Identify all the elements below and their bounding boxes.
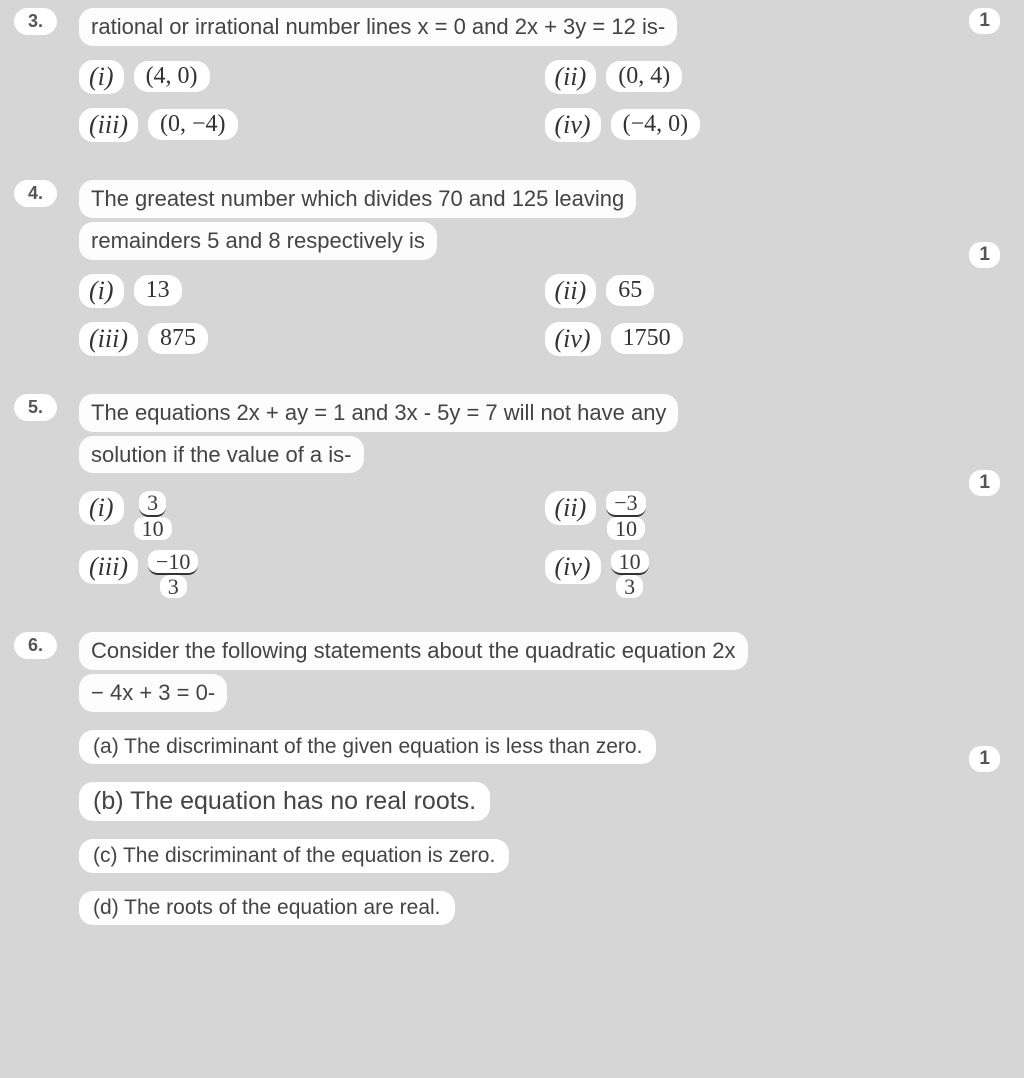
q3-options: (i) (4, 0) (ii) (0, 4) (iii) (0, −4) (iv… xyxy=(79,60,1010,156)
numerator: 10 xyxy=(611,550,649,575)
q5-opt-iii: (iii) −10 3 xyxy=(79,550,544,598)
q3-text: rational or irrational number lines x = … xyxy=(79,8,1010,46)
opt-label: (iv) xyxy=(545,322,601,356)
denominator: 10 xyxy=(134,517,172,540)
numerator: −10 xyxy=(148,550,198,575)
q6-stmt-c: (c) The discriminant of the equation is … xyxy=(79,839,509,873)
opt-label: (iii) xyxy=(79,550,138,584)
opt-label: (ii) xyxy=(545,274,597,308)
opt-label: (i) xyxy=(79,491,124,525)
q6-stmt-a: (a) The discriminant of the given equati… xyxy=(79,730,656,764)
q6-mark: 1 xyxy=(969,746,1000,772)
denominator: 3 xyxy=(616,575,643,598)
q5-mark: 1 xyxy=(969,470,1000,496)
opt-value: 875 xyxy=(148,323,208,354)
opt-label: (ii) xyxy=(545,60,597,94)
question-4: 4. The greatest number which divides 70 … xyxy=(14,180,1010,388)
q4-line1: The greatest number which divides 70 and… xyxy=(79,180,636,218)
opt-value: (−4, 0) xyxy=(611,109,701,140)
numerator: 3 xyxy=(139,491,166,516)
opt-label: (i) xyxy=(79,274,124,308)
q5-options: (i) 3 10 (ii) −3 10 (iii) −10 3 xyxy=(79,491,1010,607)
opt-label: (iv) xyxy=(545,550,601,584)
q3-body: rational or irrational number lines x = … xyxy=(79,8,1010,174)
q6-line1: Consider the following statements about … xyxy=(79,632,748,670)
q3-opt-i: (i) (4, 0) xyxy=(79,60,544,94)
fraction: −10 3 xyxy=(148,550,198,598)
q6-line2: − 4x + 3 = 0- xyxy=(79,674,227,712)
opt-value: 65 xyxy=(606,275,654,306)
q5-line2: solution if the value of a is- xyxy=(79,436,363,474)
q4-number: 4. xyxy=(14,180,57,207)
q4-mark: 1 xyxy=(969,242,1000,268)
q3-number: 3. xyxy=(14,8,57,35)
q3-text-bubble: rational or irrational number lines x = … xyxy=(79,8,677,46)
q4-line2: remainders 5 and 8 respectively is xyxy=(79,222,437,260)
q4-text: The greatest number which divides 70 and… xyxy=(79,180,1010,260)
q5-opt-iv: (iv) 10 3 xyxy=(545,550,1010,598)
q6-stmt-b: (b) The equation has no real roots. xyxy=(79,782,490,821)
q3-opt-ii: (ii) (0, 4) xyxy=(545,60,1010,94)
opt-value: 1750 xyxy=(611,323,683,354)
numerator: −3 xyxy=(606,491,645,516)
q6-number: 6. xyxy=(14,632,57,659)
opt-value: (0, 4) xyxy=(606,61,682,92)
q6-stmt-d: (d) The roots of the equation are real. xyxy=(79,891,454,925)
opt-label: (iii) xyxy=(79,108,138,142)
fraction: −3 10 xyxy=(606,491,645,539)
opt-value: (4, 0) xyxy=(134,61,210,92)
q5-body: The equations 2x + ay = 1 and 3x - 5y = … xyxy=(79,394,1010,626)
q4-opt-iv: (iv) 1750 xyxy=(545,322,1010,356)
opt-label: (iii) xyxy=(79,322,138,356)
fraction: 10 3 xyxy=(611,550,649,598)
q6-text: Consider the following statements about … xyxy=(79,632,1010,712)
denominator: 10 xyxy=(607,517,645,540)
q5-text: The equations 2x + ay = 1 and 3x - 5y = … xyxy=(79,394,1010,474)
q5-opt-i: (i) 3 10 xyxy=(79,491,544,539)
q5-opt-ii: (ii) −3 10 xyxy=(545,491,1010,539)
opt-label: (i) xyxy=(79,60,124,94)
q3-mark: 1 xyxy=(969,8,1000,34)
q4-opt-ii: (ii) 65 xyxy=(545,274,1010,308)
opt-value: (0, −4) xyxy=(148,109,238,140)
q3-opt-iii: (iii) (0, −4) xyxy=(79,108,544,142)
q4-opt-i: (i) 13 xyxy=(79,274,544,308)
q6-body: Consider the following statements about … xyxy=(79,632,1010,943)
fraction: 3 10 xyxy=(134,491,172,539)
question-5: 5. The equations 2x + ay = 1 and 3x - 5y… xyxy=(14,394,1010,626)
q5-line1: The equations 2x + ay = 1 and 3x - 5y = … xyxy=(79,394,678,432)
q6-statements: (a) The discriminant of the given equati… xyxy=(79,730,1010,943)
q4-body: The greatest number which divides 70 and… xyxy=(79,180,1010,388)
q5-number: 5. xyxy=(14,394,57,421)
q4-options: (i) 13 (ii) 65 (iii) 875 (iv) 1750 xyxy=(79,274,1010,370)
opt-value: 13 xyxy=(134,275,182,306)
question-3: 3. rational or irrational number lines x… xyxy=(14,8,1010,174)
q3-opt-iv: (iv) (−4, 0) xyxy=(545,108,1010,142)
question-6: 6. Consider the following statements abo… xyxy=(14,632,1010,943)
opt-label: (iv) xyxy=(545,108,601,142)
denominator: 3 xyxy=(160,575,187,598)
opt-label: (ii) xyxy=(545,491,597,525)
q4-opt-iii: (iii) 875 xyxy=(79,322,544,356)
